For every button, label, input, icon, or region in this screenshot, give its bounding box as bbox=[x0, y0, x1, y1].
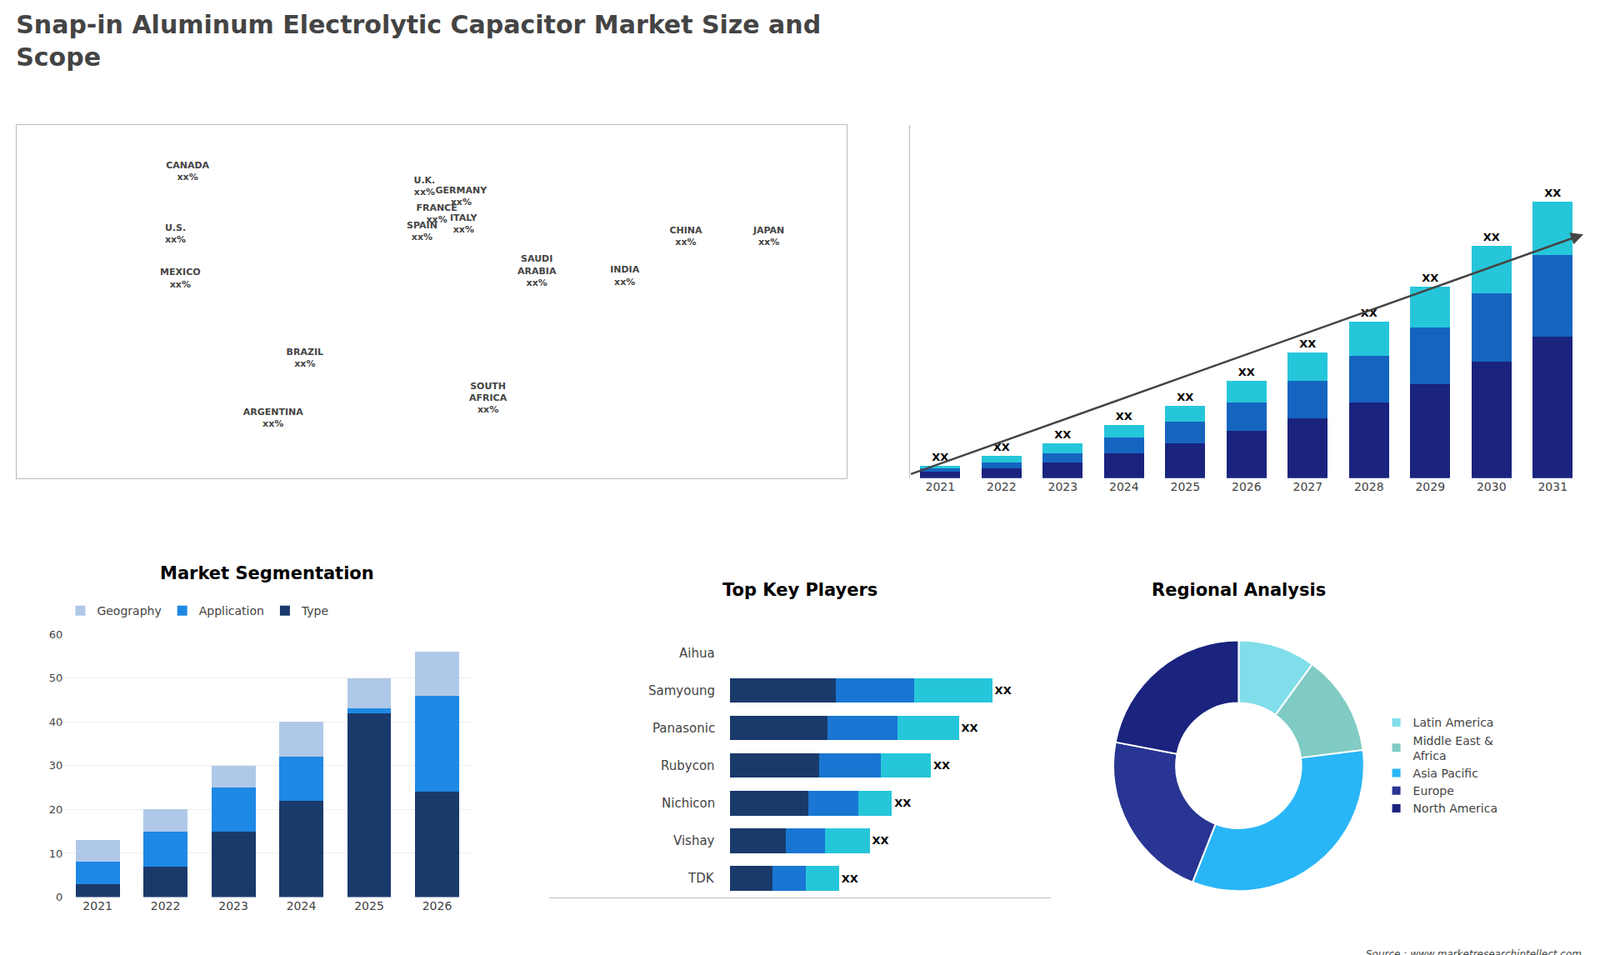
svg-text:U.K.xx%: U.K.xx% bbox=[413, 175, 435, 198]
svg-text:Geography: Geography bbox=[96, 604, 161, 618]
svg-text:50: 50 bbox=[49, 671, 64, 685]
svg-text:ITALYxx%: ITALYxx% bbox=[450, 212, 479, 235]
svg-text:Nichicon: Nichicon bbox=[661, 795, 715, 811]
svg-text:XX: XX bbox=[841, 872, 859, 885]
svg-text:XX: XX bbox=[993, 440, 1010, 454]
svg-text:2031: 2031 bbox=[1537, 480, 1568, 494]
svg-text:XX: XX bbox=[872, 834, 890, 847]
svg-text:XX: XX bbox=[1421, 271, 1439, 285]
svg-text:Top Key Players: Top Key Players bbox=[722, 580, 878, 600]
svg-text:2023: 2023 bbox=[218, 899, 249, 913]
svg-text:XX: XX bbox=[1115, 410, 1133, 423]
svg-text:Panasonic: Panasonic bbox=[652, 720, 715, 736]
svg-text:North America: North America bbox=[1413, 801, 1498, 815]
svg-text:2026: 2026 bbox=[1231, 480, 1262, 494]
svg-text:CANADAxx%: CANADAxx% bbox=[165, 160, 210, 183]
svg-text:Type: Type bbox=[300, 604, 329, 618]
svg-text:2028: 2028 bbox=[1354, 480, 1385, 494]
svg-text:CHINAxx%: CHINAxx% bbox=[669, 225, 703, 248]
svg-text:XX: XX bbox=[1483, 230, 1500, 244]
svg-text:XX: XX bbox=[1238, 365, 1255, 379]
svg-text:FRANCExx%: FRANCExx% bbox=[415, 202, 457, 225]
svg-text:2024: 2024 bbox=[1109, 480, 1140, 494]
svg-text:BRAZILxx%: BRAZILxx% bbox=[286, 346, 324, 370]
svg-text:2025: 2025 bbox=[354, 899, 385, 913]
svg-text:SPAINxx%: SPAINxx% bbox=[406, 220, 438, 243]
svg-text:Latin America: Latin America bbox=[1413, 715, 1495, 730]
svg-text:2029: 2029 bbox=[1415, 480, 1445, 494]
svg-text:GERMANYxx%: GERMANYxx% bbox=[435, 185, 489, 208]
svg-text:ARGENTINAxx%: ARGENTINAxx% bbox=[243, 406, 305, 430]
svg-text:10: 10 bbox=[49, 847, 64, 860]
svg-text:XX: XX bbox=[931, 450, 949, 464]
svg-text:2025: 2025 bbox=[1170, 480, 1200, 494]
svg-text:XX: XX bbox=[995, 684, 1012, 697]
svg-text:30: 30 bbox=[49, 759, 64, 772]
svg-text:Samyoung: Samyoung bbox=[648, 683, 715, 699]
svg-text:Market Segmentation: Market Segmentation bbox=[160, 563, 375, 584]
svg-text:2030: 2030 bbox=[1476, 480, 1507, 494]
svg-text:2026: 2026 bbox=[422, 899, 453, 913]
svg-text:Source : www.marketresearchint: Source : www.marketresearchintellect.com bbox=[1365, 948, 1582, 955]
svg-text:40: 40 bbox=[49, 715, 64, 729]
svg-text:Asia Pacific: Asia Pacific bbox=[1413, 766, 1479, 780]
svg-text:2027: 2027 bbox=[1292, 480, 1323, 494]
svg-text:XX: XX bbox=[1544, 186, 1561, 200]
svg-text:2021: 2021 bbox=[925, 480, 956, 494]
svg-text:XX: XX bbox=[933, 759, 950, 772]
svg-text:TDK: TDK bbox=[687, 870, 715, 886]
svg-text:2023: 2023 bbox=[1048, 480, 1079, 494]
svg-text:2022: 2022 bbox=[150, 899, 181, 913]
svg-text:XX: XX bbox=[961, 721, 979, 735]
svg-text:MEXICOxx%: MEXICOxx% bbox=[160, 266, 200, 290]
svg-text:SOUTHAFRICAxx%: SOUTHAFRICAxx% bbox=[469, 380, 508, 416]
svg-text:XX: XX bbox=[1176, 390, 1194, 404]
svg-text:Snap-in Aluminum Electrolytic: Snap-in Aluminum Electrolytic Capacitor … bbox=[15, 10, 821, 72]
svg-text:2024: 2024 bbox=[286, 899, 317, 913]
svg-text:Regional Analysis: Regional Analysis bbox=[1151, 580, 1326, 600]
svg-text:60: 60 bbox=[49, 628, 64, 641]
svg-text:2022: 2022 bbox=[986, 480, 1017, 494]
svg-text:SAUDIARABIAxx%: SAUDIARABIAxx% bbox=[517, 253, 557, 289]
svg-text:Application: Application bbox=[199, 604, 265, 618]
svg-text:Rubycon: Rubycon bbox=[660, 758, 715, 774]
svg-text:XX: XX bbox=[1054, 428, 1071, 441]
svg-text:XX: XX bbox=[1360, 306, 1378, 320]
svg-text:INDIAxx%: INDIAxx% bbox=[610, 264, 640, 287]
svg-text:Aihua: Aihua bbox=[679, 645, 715, 661]
svg-text:Europe: Europe bbox=[1413, 784, 1455, 798]
svg-text:2021: 2021 bbox=[82, 899, 113, 913]
svg-text:Vishay: Vishay bbox=[673, 833, 715, 849]
svg-text:0: 0 bbox=[55, 890, 63, 904]
svg-text:JAPANxx%: JAPANxx% bbox=[752, 225, 785, 248]
svg-text:20: 20 bbox=[49, 803, 64, 816]
svg-text:U.S.xx%: U.S.xx% bbox=[165, 222, 186, 245]
svg-text:XX: XX bbox=[894, 796, 911, 810]
svg-text:XX: XX bbox=[1299, 337, 1316, 350]
svg-text:Middle East &Africa: Middle East &Africa bbox=[1413, 734, 1494, 763]
